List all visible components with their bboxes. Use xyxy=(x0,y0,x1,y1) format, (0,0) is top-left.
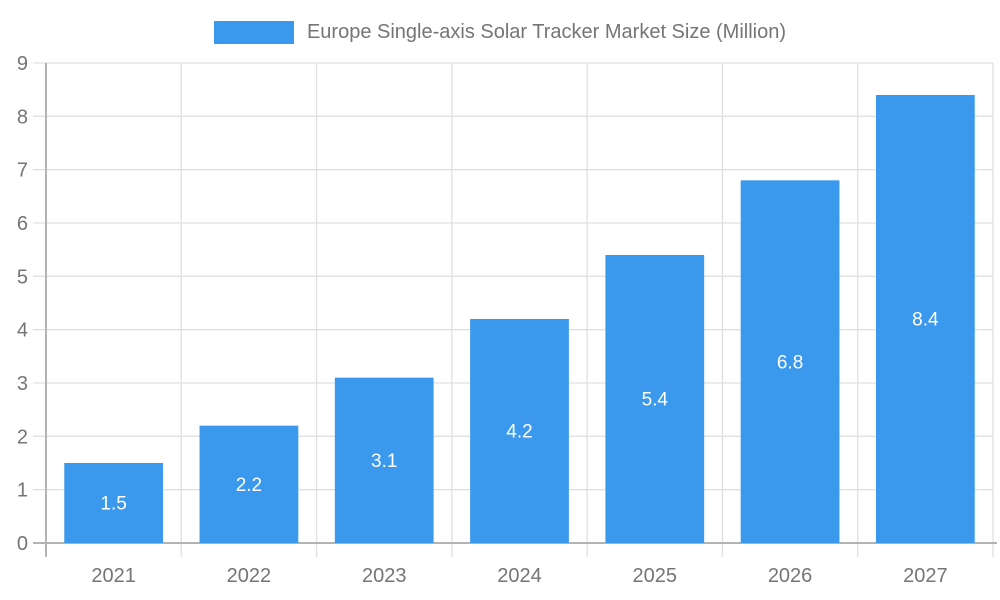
y-tick-label: 8 xyxy=(17,106,28,128)
x-tick-label: 2025 xyxy=(633,565,678,587)
bar-value-label: 2.2 xyxy=(236,475,262,496)
y-tick-label: 2 xyxy=(17,426,28,448)
x-tick-label: 2024 xyxy=(497,565,542,587)
bar-value-label: 4.2 xyxy=(506,422,532,443)
legend-label: Europe Single-axis Solar Tracker Market … xyxy=(306,20,787,43)
y-tick-label: 5 xyxy=(17,266,28,288)
bar[interactable] xyxy=(470,319,569,543)
bar-value-label: 1.5 xyxy=(100,494,126,515)
bar-value-label: 5.4 xyxy=(642,390,669,411)
x-tick-label: 2022 xyxy=(227,565,272,587)
bar-value-label: 3.1 xyxy=(371,451,397,472)
bar[interactable] xyxy=(334,377,434,543)
bar[interactable] xyxy=(875,95,975,543)
y-tick-label: 6 xyxy=(17,213,28,235)
y-tick-label: 4 xyxy=(17,320,28,342)
bar[interactable] xyxy=(199,425,299,543)
bar[interactable] xyxy=(605,255,705,543)
bar[interactable] xyxy=(64,463,164,543)
bar-value-label: 6.8 xyxy=(777,352,803,373)
legend[interactable]: Europe Single-axis Solar Tracker Market … xyxy=(0,20,1000,44)
y-tick-label: 1 xyxy=(17,480,28,502)
x-tick-label: 2023 xyxy=(362,565,407,587)
y-tick-label: 0 xyxy=(17,533,28,555)
y-tick-label: 3 xyxy=(17,373,28,395)
x-tick-label: 2026 xyxy=(768,565,813,587)
y-tick-label: 9 xyxy=(17,53,28,75)
bar[interactable] xyxy=(740,180,840,544)
legend-swatch xyxy=(213,20,294,44)
bar-value-label: 8.4 xyxy=(912,310,939,331)
x-tick-label: 2027 xyxy=(903,565,948,587)
x-tick-label: 2021 xyxy=(91,565,136,587)
y-tick-label: 7 xyxy=(17,160,28,182)
